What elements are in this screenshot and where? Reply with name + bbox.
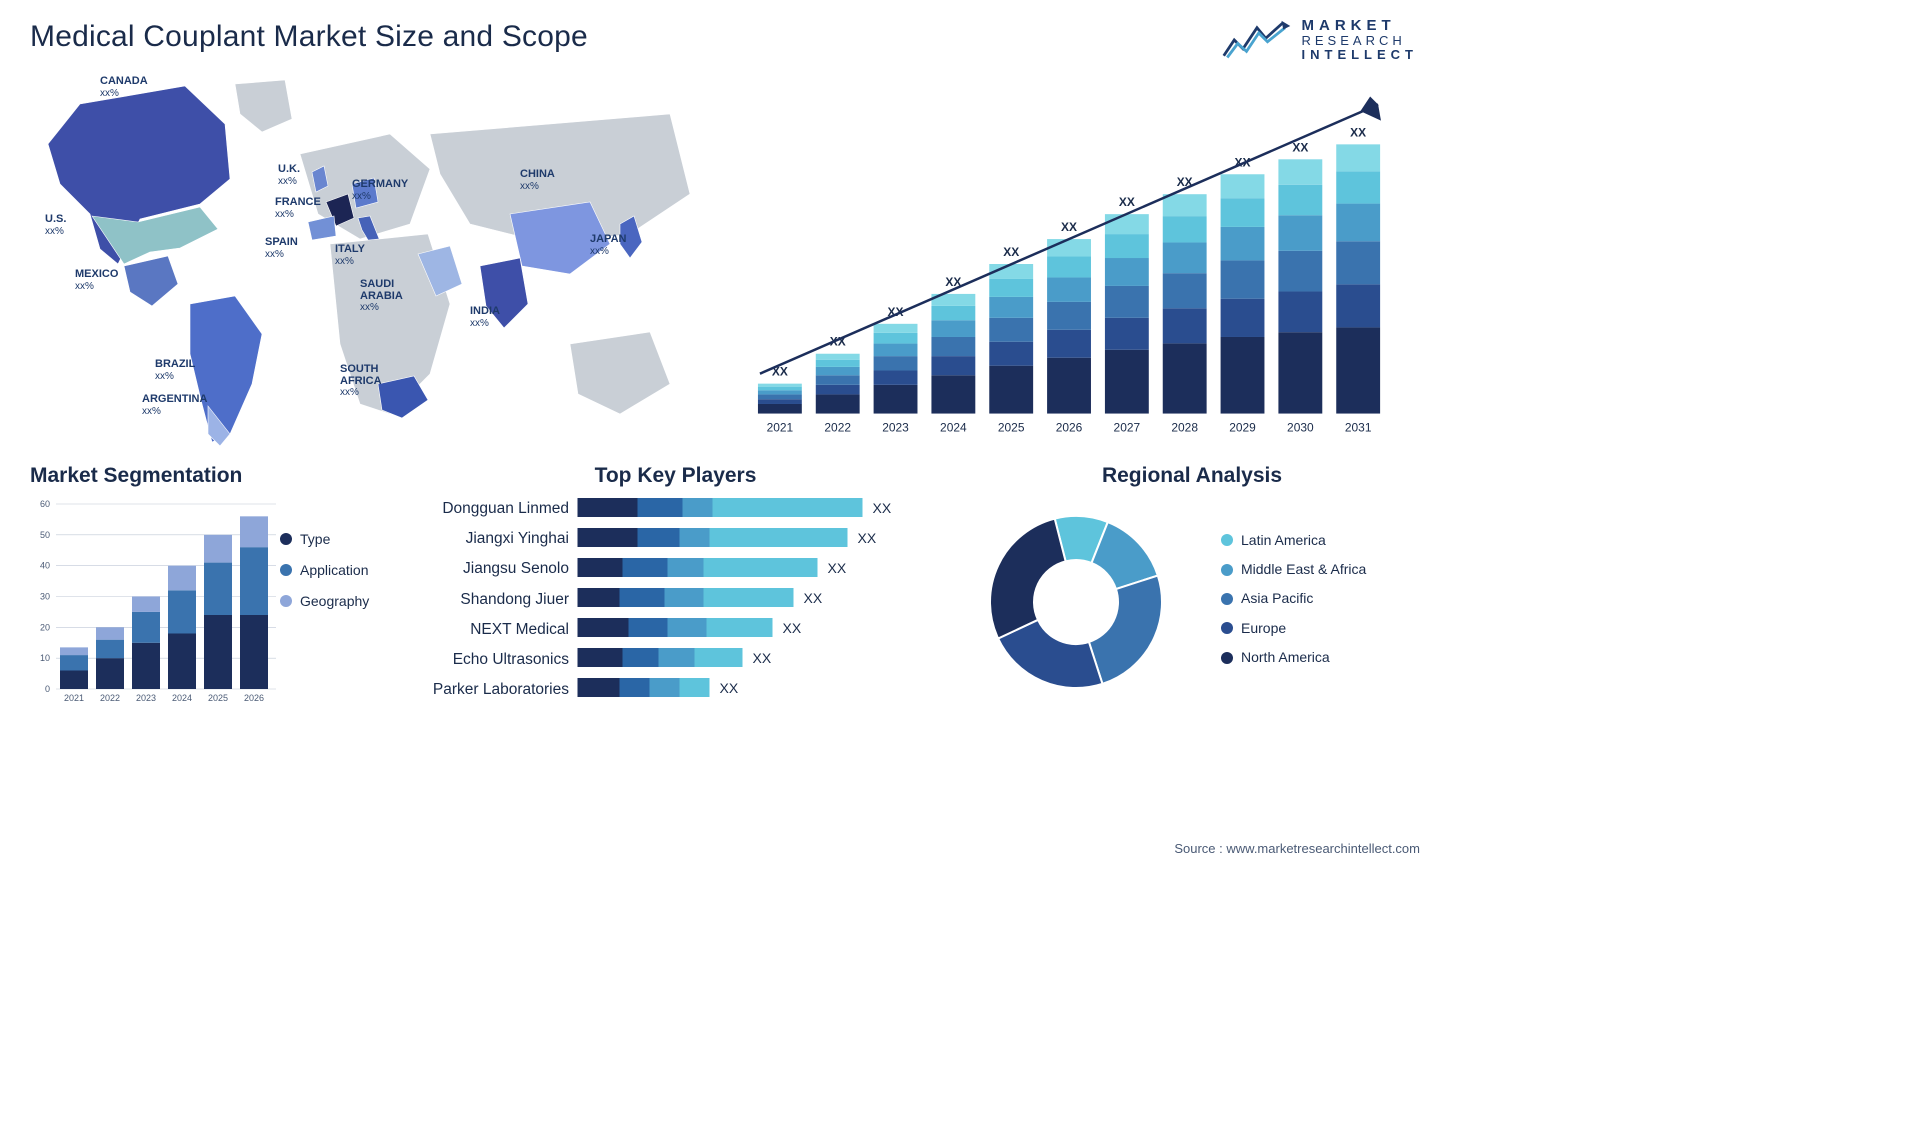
legend-item: Application: [280, 555, 369, 586]
svg-text:2021: 2021: [767, 421, 794, 435]
map-label: SAUDIARABIAxx%: [360, 279, 403, 314]
map-label: CHINAxx%: [520, 169, 555, 192]
map-label: U.S.xx%: [45, 214, 66, 237]
svg-text:XX: XX: [804, 590, 823, 606]
player-name: Jiangsu Senolo: [403, 554, 569, 584]
svg-text:2025: 2025: [998, 421, 1025, 435]
map-label: ITALYxx%: [335, 244, 365, 267]
logo-icon: [1222, 18, 1292, 62]
source-text: Source : www.marketresearchintellect.com: [1174, 841, 1420, 856]
regional-heading: Regional Analysis: [966, 464, 1418, 488]
logo-text-1: MARKET: [1302, 18, 1419, 34]
regional-panel: Regional Analysis Latin AmericaMiddle Ea…: [966, 464, 1418, 709]
player-name: Jiangxi Yinghai: [403, 524, 569, 554]
map-label: JAPANxx%: [590, 234, 626, 257]
svg-text:2023: 2023: [136, 693, 156, 703]
player-name: Shandong Jiuer: [403, 585, 569, 615]
segmentation-chart: 0 10 20 30 40 50 60 2021 2022 2023 2024 2025 2026: [30, 494, 280, 704]
player-name: Dongguan Linmed: [403, 494, 569, 524]
svg-text:XX: XX: [1350, 125, 1366, 139]
svg-text:30: 30: [40, 592, 50, 602]
legend-item: North America: [1221, 643, 1366, 672]
logo-text-3: INTELLECT: [1302, 48, 1419, 62]
segmentation-heading: Market Segmentation: [30, 464, 385, 488]
svg-text:2024: 2024: [172, 693, 192, 703]
svg-text:XX: XX: [858, 530, 877, 546]
player-name: Parker Laboratories: [403, 675, 569, 705]
page-title: Medical Couplant Market Size and Scope: [30, 20, 1418, 54]
legend-item: Latin America: [1221, 526, 1366, 555]
players-names: Dongguan LinmedJiangxi YinghaiJiangsu Se…: [403, 494, 577, 709]
svg-text:20: 20: [40, 622, 50, 632]
map-label: GERMANYxx%: [352, 179, 408, 202]
brand-logo: MARKET RESEARCH INTELLECT: [1222, 18, 1419, 62]
players-chart: XXXXXXXXXXXXXX: [577, 494, 948, 709]
svg-text:2026: 2026: [244, 693, 264, 703]
svg-text:40: 40: [40, 561, 50, 571]
regional-donut: [966, 494, 1186, 704]
map-label: ARGENTINAxx%: [142, 394, 207, 417]
svg-text:2031: 2031: [1345, 421, 1372, 435]
svg-text:XX: XX: [753, 650, 772, 666]
map-label: INDIAxx%: [470, 306, 500, 329]
svg-text:60: 60: [40, 499, 50, 509]
map-label: FRANCExx%: [275, 197, 321, 220]
logo-text-2: RESEARCH: [1302, 34, 1419, 48]
svg-text:2029: 2029: [1229, 421, 1256, 435]
growth-chart: XX2021XX2022XX2023XX2024XX2025XX2026XX20…: [740, 74, 1418, 454]
svg-text:2021: 2021: [64, 693, 84, 703]
world-map: CANADAxx% U.S.xx% MEXICOxx% BRAZILxx% ARGENT…: [30, 74, 710, 454]
svg-text:XX: XX: [1119, 195, 1135, 209]
segmentation-panel: Market Segmentation 0 10 20 30 40 50 60 2021 202…: [30, 464, 385, 709]
players-heading: Top Key Players: [403, 464, 948, 488]
segmentation-legend: TypeApplicationGeography: [280, 494, 369, 704]
svg-text:XX: XX: [720, 680, 739, 696]
legend-item: Asia Pacific: [1221, 584, 1366, 613]
map-label: SOUTHAFRICAxx%: [340, 364, 382, 399]
player-name: Echo Ultrasonics: [403, 645, 569, 675]
svg-text:2025: 2025: [208, 693, 228, 703]
players-panel: Top Key Players Dongguan LinmedJiangxi Y…: [403, 464, 948, 709]
svg-text:XX: XX: [1003, 245, 1019, 259]
svg-text:2023: 2023: [882, 421, 909, 435]
map-label: BRAZILxx%: [155, 359, 195, 382]
svg-text:2027: 2027: [1114, 421, 1141, 435]
svg-text:0: 0: [45, 684, 50, 694]
legend-item: Middle East & Africa: [1221, 555, 1366, 584]
svg-text:10: 10: [40, 653, 50, 663]
regional-legend: Latin AmericaMiddle East & AfricaAsia Pa…: [1186, 526, 1366, 673]
map-label: MEXICOxx%: [75, 269, 118, 292]
svg-text:50: 50: [40, 530, 50, 540]
legend-item: Type: [280, 524, 369, 555]
svg-text:2028: 2028: [1171, 421, 1198, 435]
map-label: SPAINxx%: [265, 237, 298, 260]
svg-text:2022: 2022: [100, 693, 120, 703]
player-name: NEXT Medical: [403, 615, 569, 645]
svg-text:XX: XX: [828, 560, 847, 576]
map-label: U.K.xx%: [278, 164, 300, 187]
svg-text:2022: 2022: [824, 421, 851, 435]
svg-text:XX: XX: [873, 500, 892, 516]
svg-text:XX: XX: [1061, 220, 1077, 234]
legend-item: Geography: [280, 586, 369, 617]
svg-text:2026: 2026: [1056, 421, 1083, 435]
svg-text:XX: XX: [783, 620, 802, 636]
svg-text:2024: 2024: [940, 421, 967, 435]
svg-text:XX: XX: [1292, 140, 1308, 154]
svg-text:2030: 2030: [1287, 421, 1314, 435]
legend-item: Europe: [1221, 614, 1366, 643]
map-label: CANADAxx%: [100, 76, 148, 99]
